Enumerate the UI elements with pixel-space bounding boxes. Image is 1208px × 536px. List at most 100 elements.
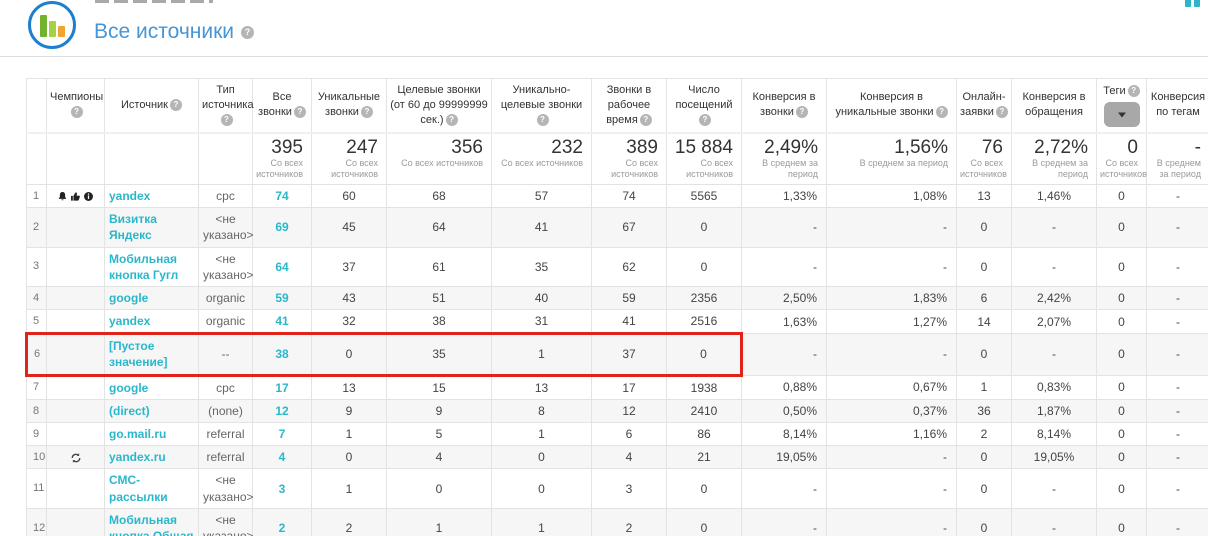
help-icon[interactable]: ? xyxy=(70,106,83,119)
help-icon[interactable]: ? xyxy=(1127,84,1140,97)
source-link[interactable]: Мобильная кнопка Общая xyxy=(109,512,194,536)
row-number: 11 xyxy=(26,468,47,509)
tags-value: 0 xyxy=(1096,183,1147,209)
all_calls-value[interactable]: 4 xyxy=(252,445,312,470)
all_calls-value[interactable]: 59 xyxy=(252,285,312,311)
source-link[interactable]: (direct) xyxy=(109,403,150,418)
work_time_calls-value: 74 xyxy=(591,183,667,209)
target_calls-value: 68 xyxy=(386,183,492,209)
column-header-num xyxy=(26,77,47,134)
total-source xyxy=(104,131,199,185)
row-number: 3 xyxy=(26,246,47,287)
row-number: 1 xyxy=(26,183,47,209)
champions-cell xyxy=(46,374,105,400)
total-sublabel: Со всех источников xyxy=(401,158,483,169)
source-type: referral xyxy=(198,422,253,447)
column-label: Источник xyxy=(121,98,168,111)
all_calls-value[interactable]: 74 xyxy=(252,183,312,209)
unique_calls-value: 32 xyxy=(311,309,387,335)
all_calls-value[interactable]: 38 xyxy=(252,332,312,377)
total-value: 76 xyxy=(981,136,1003,158)
conv_calls-value: 19,05% xyxy=(741,445,827,470)
column-label: Целевые звонки (от 60 до 99999999 сек.) xyxy=(390,84,488,126)
source-type: <не указано> xyxy=(198,507,254,536)
work_time_calls-value: 62 xyxy=(591,246,667,287)
tags-value: 0 xyxy=(1096,309,1147,335)
corner-icon-fragment[interactable] xyxy=(1185,0,1200,7)
unique_target_calls-value: 8 xyxy=(491,398,592,424)
help-icon[interactable]: ? xyxy=(169,98,182,111)
column-label: Все звонки xyxy=(258,91,292,119)
help-icon[interactable]: ? xyxy=(241,25,255,39)
all_calls-value[interactable]: 2 xyxy=(252,507,312,536)
conv_appeals-value: 1,87% xyxy=(1011,398,1097,424)
column-header-all_calls: Все звонки? xyxy=(252,77,312,134)
source-cell: yandex xyxy=(104,309,199,335)
online_leads-value: 0 xyxy=(956,507,1012,536)
conv_unique_calls-value: 1,27% xyxy=(826,309,957,335)
source-link[interactable]: [Пустое значение] xyxy=(109,339,168,370)
all_calls-value[interactable]: 12 xyxy=(252,398,312,424)
source-link[interactable]: google xyxy=(109,380,149,395)
source-link[interactable]: go.mail.ru xyxy=(109,427,167,442)
work_time_calls-value: 37 xyxy=(591,332,667,377)
online_leads-value: 6 xyxy=(956,285,1012,311)
unique_calls-value: 43 xyxy=(311,285,387,311)
tags-filter-dropdown-button[interactable] xyxy=(1103,101,1140,127)
help-icon[interactable]: ? xyxy=(935,106,948,119)
unique_calls-value: 13 xyxy=(311,374,387,400)
source-link[interactable]: yandex.ru xyxy=(109,450,166,465)
column-label: Конверсия в звонки xyxy=(752,91,816,119)
help-icon[interactable]: ? xyxy=(220,113,233,126)
total-sublabel: Со всех источников xyxy=(960,158,1007,180)
conv_calls-value: - xyxy=(741,333,827,376)
help-icon[interactable]: ? xyxy=(293,106,306,119)
help-icon[interactable]: ? xyxy=(360,106,373,119)
help-icon[interactable]: ? xyxy=(699,113,711,126)
conv_appeals-value: - xyxy=(1011,333,1097,376)
target_calls-value: 1 xyxy=(386,507,492,536)
table-row: 1 yandex cpc 74 60 68 57 74 5565 1,33% 1,08% 13 1,46… xyxy=(26,183,1208,209)
source-link[interactable]: СМС-рассылки xyxy=(109,473,168,504)
all_calls-value[interactable]: 41 xyxy=(252,309,312,335)
total-unique_target_calls: 232 Со всех источников xyxy=(491,131,592,185)
all_calls-value[interactable]: 7 xyxy=(252,422,312,447)
source-type: <не указано> xyxy=(198,207,254,248)
source-link[interactable]: yandex xyxy=(109,314,151,329)
conv_unique_calls-value: - xyxy=(826,507,957,536)
tags-value: 0 xyxy=(1096,285,1147,311)
source-link[interactable]: yandex xyxy=(109,188,151,203)
work_time_calls-value: 12 xyxy=(591,398,667,424)
total-unique_calls: 247 Со всех источников xyxy=(311,131,387,185)
conv_appeals-value: 1,46% xyxy=(1011,183,1097,209)
help-icon[interactable]: ? xyxy=(536,113,549,126)
totals-row: 395 Со всех источников 247 Со всех источник… xyxy=(26,131,1208,185)
all_calls-value[interactable]: 69 xyxy=(252,207,312,248)
help-icon[interactable]: ? xyxy=(795,106,808,119)
help-icon[interactable]: ? xyxy=(995,106,1008,119)
bell-icon xyxy=(57,191,68,202)
source-link[interactable]: Визитка Яндекс xyxy=(109,212,157,243)
all_calls-value[interactable]: 3 xyxy=(252,468,312,509)
source-link[interactable]: google xyxy=(109,290,149,305)
all_calls-value[interactable]: 64 xyxy=(252,246,312,287)
help-icon[interactable]: ? xyxy=(639,113,652,126)
conv_calls-value: 2,50% xyxy=(741,285,827,311)
source-link[interactable]: Мобильная кнопка Гугл xyxy=(109,251,179,282)
sources-table-wrap: Чемпионы? Источник? Тип источника? Все звон… xyxy=(25,77,1208,536)
total-sublabel: В среднем за период xyxy=(859,158,948,169)
row-number: 9 xyxy=(26,422,47,447)
help-icon[interactable]: ? xyxy=(445,113,458,126)
source-type: cpc xyxy=(198,183,253,209)
total-all_calls: 395 Со всех источников xyxy=(252,131,312,185)
refresh-icon xyxy=(70,452,82,464)
work_time_calls-value: 59 xyxy=(591,285,667,311)
column-header-source: Источник? xyxy=(104,77,199,134)
column-label: Уникально-целевые звонки xyxy=(500,84,583,111)
all_calls-value[interactable]: 17 xyxy=(252,374,312,400)
column-label: Уникальные звонки xyxy=(317,91,381,119)
champions-cell xyxy=(46,183,105,209)
champions-cell xyxy=(46,309,105,335)
conv_appeals-value: 2,42% xyxy=(1011,285,1097,311)
source-cell: Мобильная кнопка Гугл xyxy=(104,246,199,287)
